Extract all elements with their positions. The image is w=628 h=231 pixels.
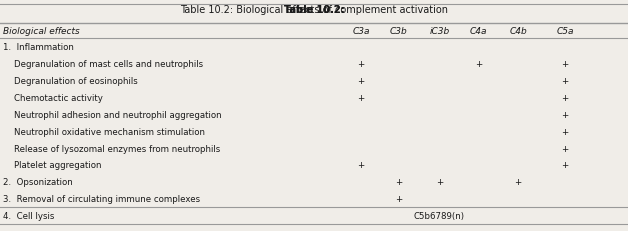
Text: +: + — [514, 178, 522, 187]
Text: +: + — [436, 178, 443, 187]
Text: Platelet aggregation: Platelet aggregation — [3, 161, 102, 170]
Text: +: + — [561, 161, 569, 170]
Text: Release of lysozomal enzymes from neutrophils: Release of lysozomal enzymes from neutro… — [3, 144, 220, 153]
Text: +: + — [561, 127, 569, 136]
Text: +: + — [561, 94, 569, 103]
Text: Chemotactic activity: Chemotactic activity — [3, 94, 103, 103]
Text: +: + — [561, 144, 569, 153]
Text: Degranulation of mast cells and neutrophils: Degranulation of mast cells and neutroph… — [3, 60, 203, 69]
Text: Biological effects: Biological effects — [3, 27, 80, 36]
Text: Neutrophil oxidative mechanism stimulation: Neutrophil oxidative mechanism stimulati… — [3, 127, 205, 136]
Text: Table 10.2: Biological effects of complement activation: Table 10.2: Biological effects of comple… — [180, 5, 448, 15]
Text: +: + — [357, 161, 365, 170]
Text: +: + — [395, 195, 403, 203]
Text: +: + — [561, 77, 569, 86]
Text: +: + — [561, 110, 569, 119]
Text: +: + — [357, 94, 365, 103]
Text: C5b6789(n): C5b6789(n) — [413, 211, 464, 220]
Text: C4b: C4b — [509, 27, 527, 36]
Text: 1.  Inflammation: 1. Inflammation — [3, 43, 74, 52]
Text: C3b: C3b — [390, 27, 408, 36]
Text: iC3b: iC3b — [430, 27, 450, 36]
Text: +: + — [357, 77, 365, 86]
Text: Degranulation of eosinophils: Degranulation of eosinophils — [3, 77, 138, 86]
Text: 4.  Cell lysis: 4. Cell lysis — [3, 211, 55, 220]
Text: 3.  Removal of circulating immune complexes: 3. Removal of circulating immune complex… — [3, 195, 200, 203]
Text: 2.  Opsonization: 2. Opsonization — [3, 178, 73, 187]
Text: C4a: C4a — [470, 27, 487, 36]
Text: Table 10.2:: Table 10.2: — [284, 5, 344, 15]
Text: +: + — [395, 178, 403, 187]
Text: +: + — [475, 60, 482, 69]
Text: Table 10.2:: Table 10.2: — [284, 5, 344, 15]
Text: +: + — [561, 60, 569, 69]
Text: Neutrophil adhesion and neutrophil aggregation: Neutrophil adhesion and neutrophil aggre… — [3, 110, 222, 119]
Text: C3a: C3a — [352, 27, 370, 36]
Text: +: + — [357, 60, 365, 69]
Text: C5a: C5a — [556, 27, 574, 36]
